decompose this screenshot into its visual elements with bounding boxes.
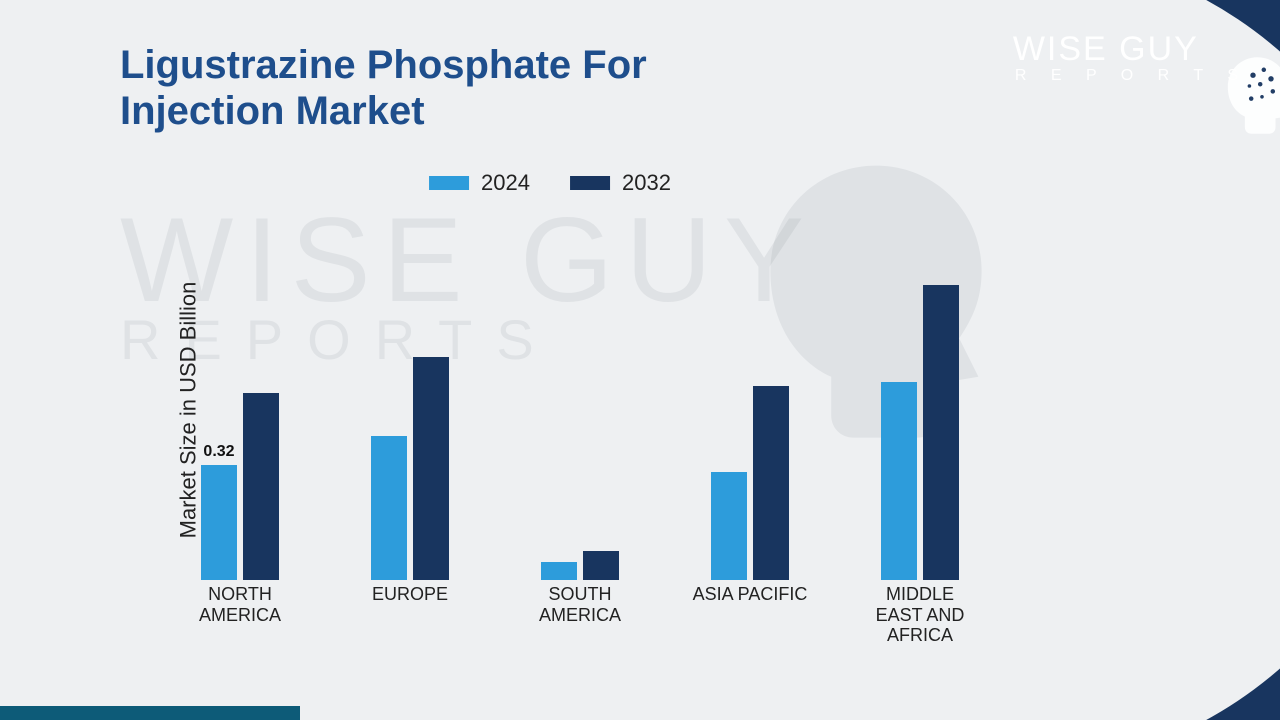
bar-2032 — [243, 393, 279, 580]
legend-label-2024: 2024 — [481, 170, 530, 196]
legend-item-2032: 2032 — [570, 170, 671, 196]
x-tick-label: NORTH AMERICA — [180, 584, 300, 625]
brand-head-icon — [1208, 50, 1280, 140]
legend-item-2024: 2024 — [429, 170, 530, 196]
legend-label-2032: 2032 — [622, 170, 671, 196]
bar-2024 — [541, 562, 577, 580]
bar-group — [860, 285, 980, 580]
chart-area: Market Size in USD Billion 2024 2032 0.3… — [100, 180, 1000, 640]
bar-group — [690, 386, 810, 580]
bar-group — [520, 551, 640, 580]
bar-2032 — [413, 357, 449, 580]
bar-value-label: 0.32 — [203, 443, 234, 461]
legend: 2024 2032 — [429, 170, 671, 196]
chart-title: Ligustrazine Phosphate For Injection Mar… — [120, 42, 800, 134]
x-tick-label: SOUTH AMERICA — [520, 584, 640, 625]
x-tick-label: MIDDLE EAST AND AFRICA — [860, 584, 980, 646]
bar-2032 — [583, 551, 619, 580]
bar-2024 — [711, 472, 747, 580]
bar-group — [350, 357, 470, 580]
page-root: WISE GUY R E P O R T S WISE GUY REPORTS … — [0, 0, 1280, 720]
bar-2024 — [881, 382, 917, 580]
bar-2032 — [753, 386, 789, 580]
plot-region: 0.32 — [160, 220, 990, 580]
bar-group: 0.32 — [180, 393, 300, 580]
bar-2032 — [923, 285, 959, 580]
legend-swatch-2024 — [429, 176, 469, 190]
bar-2024: 0.32 — [201, 465, 237, 580]
brand-logo: WISE GUY R E P O R T S — [1013, 30, 1248, 85]
bottom-accent-bar — [0, 706, 300, 720]
x-axis-labels: NORTH AMERICA EUROPE SOUTH AMERICA ASIA PAC… — [160, 584, 990, 684]
x-tick-label: EUROPE — [350, 584, 470, 605]
x-tick-label: ASIA PACIFIC — [690, 584, 810, 605]
legend-swatch-2032 — [570, 176, 610, 190]
bar-2024 — [371, 436, 407, 580]
